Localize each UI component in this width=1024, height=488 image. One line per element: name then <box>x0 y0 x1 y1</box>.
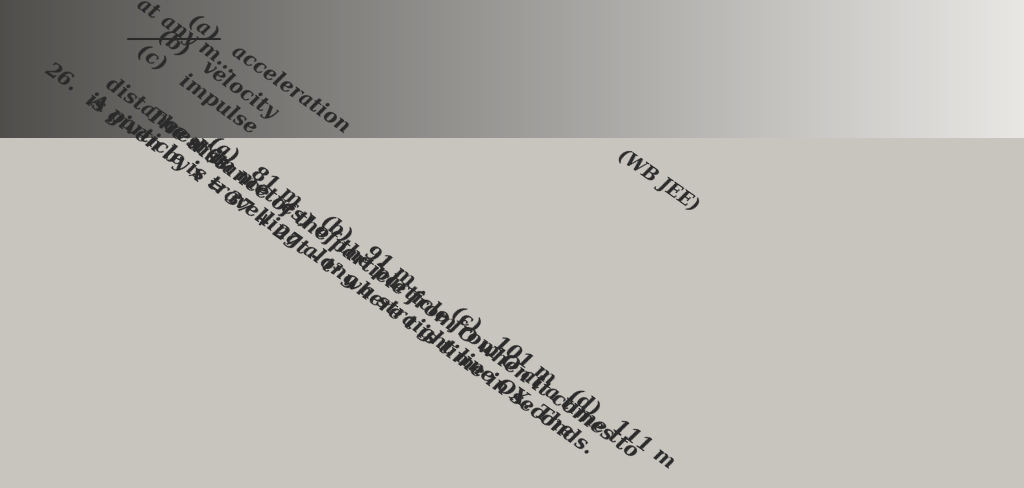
Text: The distance of the particle from O when it comes to: The distance of the particle from O when… <box>143 104 642 461</box>
Text: (a)   acceleration: (a) acceleration <box>184 10 353 136</box>
Text: (a)   81 m    (b)   91 m       (c)   101 m   (d)   111 m: (a) 81 m (b) 91 m (c) 101 m (d) 111 m <box>205 132 679 471</box>
Text: rest is: rest is <box>164 118 232 175</box>
Text: is given by x = 37 + 27t - t³ where t is time in seconds.: is given by x = 37 + 27t - t³ where t is… <box>82 89 597 457</box>
Text: (c)   impulse: (c) impulse <box>133 41 260 138</box>
Text: (b)   velocity: (b) velocity <box>154 25 281 122</box>
Text: at any m...: at any m... <box>133 0 241 77</box>
Text: 26.   A particle is travelling along a straight line OX. The: 26. A particle is travelling along a str… <box>41 59 577 441</box>
Text: distance x (in metres) of the particle from O at a time t: distance x (in metres) of the particle f… <box>102 74 624 447</box>
Text: (WB JEE): (WB JEE) <box>614 146 702 215</box>
